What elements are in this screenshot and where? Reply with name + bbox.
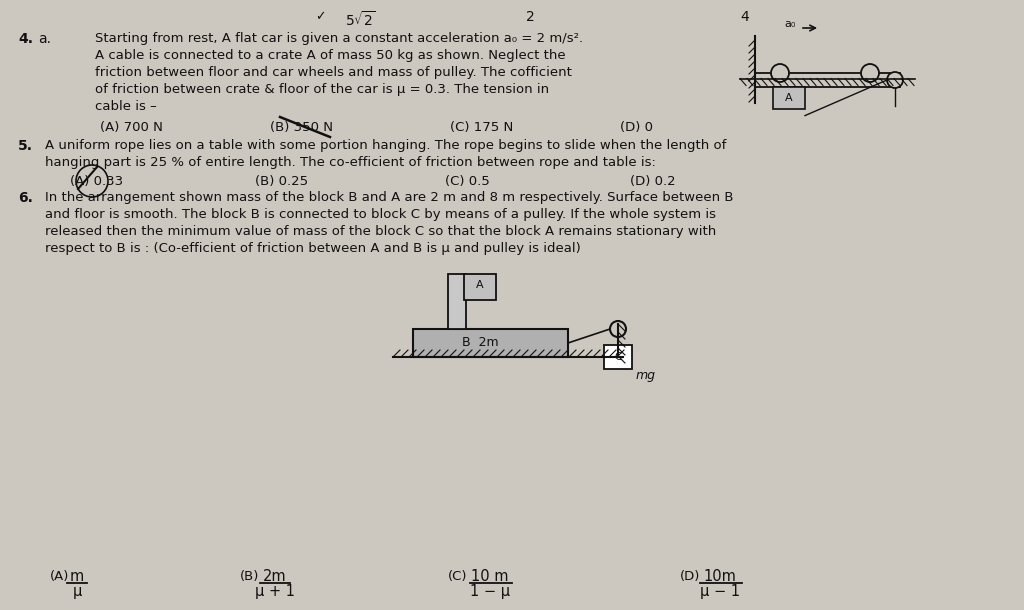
Text: 6.: 6.	[18, 191, 33, 205]
Text: (A): (A)	[50, 570, 70, 583]
Text: (D) 0.2: (D) 0.2	[630, 175, 676, 188]
Text: released then the minimum value of mass of the block C so that the block A remai: released then the minimum value of mass …	[45, 225, 716, 238]
Bar	[755, 73, 900, 87]
Text: In the arrangement shown mass of the block B and A are 2 m and 8 m respectively.: In the arrangement shown mass of the blo…	[45, 191, 733, 204]
Text: hanging part is 25 % of entire length. The co-efficient of friction between rope: hanging part is 25 % of entire length. T…	[45, 156, 656, 169]
Text: 4.: 4.	[18, 32, 33, 46]
Text: A: A	[476, 280, 483, 290]
Bar	[449, 274, 466, 329]
Text: of friction between crate & floor of the car is μ = 0.3. The tension in: of friction between crate & floor of the…	[95, 83, 549, 96]
Circle shape	[887, 72, 903, 88]
Text: 10m: 10m	[703, 569, 736, 584]
Bar	[413, 329, 568, 357]
Circle shape	[861, 64, 879, 82]
Text: (A) 700 N: (A) 700 N	[100, 121, 163, 134]
Text: 4: 4	[740, 10, 750, 24]
Text: A uniform rope lies on a table with some portion hanging. The rope begins to sli: A uniform rope lies on a table with some…	[45, 139, 726, 152]
Text: (B) 350 N: (B) 350 N	[270, 121, 333, 134]
Text: (D) 0: (D) 0	[620, 121, 653, 134]
Text: A: A	[785, 93, 793, 103]
Text: cable is –: cable is –	[95, 100, 157, 113]
Text: a.: a.	[38, 32, 51, 46]
Text: C: C	[614, 352, 622, 362]
Text: (C) 175 N: (C) 175 N	[450, 121, 513, 134]
Text: a₀: a₀	[784, 19, 796, 29]
Text: (B): (B)	[240, 570, 259, 583]
Text: mg: mg	[636, 369, 656, 382]
Text: (C) 0.5: (C) 0.5	[445, 175, 489, 188]
Text: (A) 0.33: (A) 0.33	[70, 175, 123, 188]
Text: respect to B is : (Co-efficient of friction between A and B is μ and pulley is i: respect to B is : (Co-efficient of frict…	[45, 242, 581, 255]
Bar	[604, 345, 632, 369]
Bar	[773, 87, 805, 109]
Text: 1 − μ: 1 − μ	[470, 584, 510, 599]
Text: 2: 2	[525, 10, 535, 24]
Text: 2m: 2m	[263, 569, 287, 584]
Circle shape	[771, 64, 790, 82]
Text: μ: μ	[73, 584, 82, 599]
Text: 5.: 5.	[18, 139, 33, 153]
Text: ✓: ✓	[314, 10, 326, 23]
Text: μ + 1: μ + 1	[255, 584, 295, 599]
Text: (B) 0.25: (B) 0.25	[255, 175, 308, 188]
Text: A cable is connected to a crate A of mass 50 kg as shown. Neglect the: A cable is connected to a crate A of mas…	[95, 49, 565, 62]
Text: $5\sqrt{2}$: $5\sqrt{2}$	[344, 10, 376, 29]
Text: μ − 1: μ − 1	[700, 584, 740, 599]
Text: 10 m: 10 m	[471, 569, 509, 584]
Text: (D): (D)	[680, 570, 700, 583]
Text: (C): (C)	[449, 570, 468, 583]
Text: Starting from rest, A flat car is given a constant acceleration a₀ = 2 m/s².: Starting from rest, A flat car is given …	[95, 32, 583, 45]
Text: B  2m: B 2m	[462, 337, 499, 350]
Text: m: m	[70, 569, 84, 584]
Text: friction between floor and car wheels and mass of pulley. The cofficient: friction between floor and car wheels an…	[95, 66, 571, 79]
Text: and floor is smooth. The block B is connected to block C by means of a pulley. I: and floor is smooth. The block B is conn…	[45, 208, 716, 221]
Circle shape	[610, 321, 626, 337]
Bar	[464, 274, 496, 300]
